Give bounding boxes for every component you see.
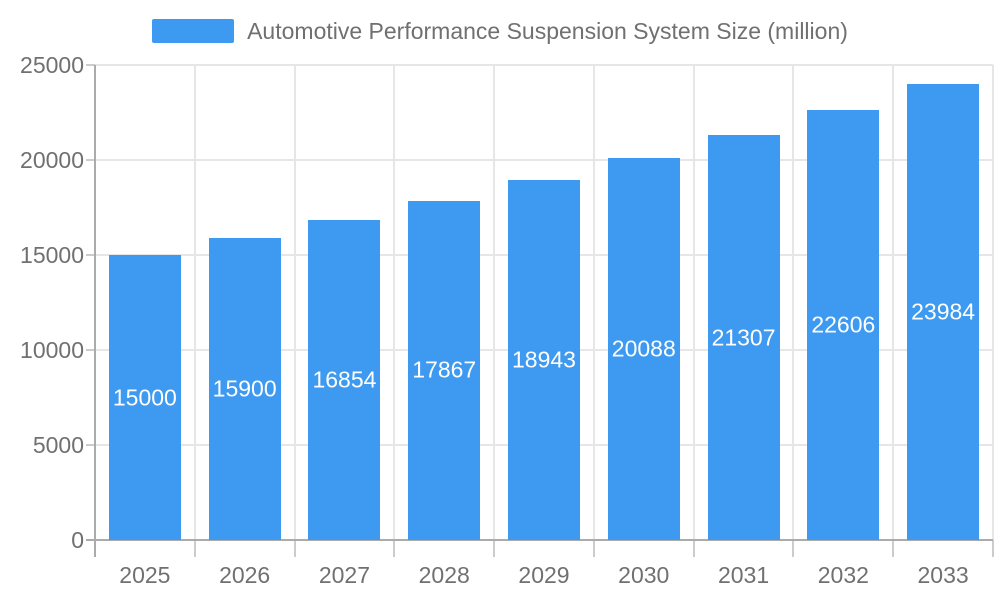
bar	[707, 135, 780, 540]
gridline-vertical	[293, 65, 296, 540]
x-tick-label: 2028	[418, 562, 470, 588]
bar	[108, 255, 181, 540]
x-tick-label: 2029	[518, 562, 570, 588]
x-axis-line	[86, 539, 993, 541]
x-axis-tick	[992, 540, 994, 557]
bar	[508, 180, 580, 540]
bar-value-label: 18943	[512, 346, 576, 373]
y-axis-line	[94, 65, 96, 557]
x-axis-tick	[493, 540, 496, 557]
x-tick-label: 2025	[119, 562, 171, 588]
x-tick-label: 2030	[618, 562, 670, 588]
y-tick-label: 25000	[20, 52, 84, 78]
bar-value-label: 23984	[911, 298, 976, 325]
y-tick-label: 5000	[32, 432, 84, 458]
x-tick-label: 2027	[318, 562, 371, 588]
bar-value-label: 22606	[811, 311, 876, 338]
legend-swatch	[152, 19, 235, 43]
y-tick-label: 0	[71, 527, 84, 553]
x-axis-tick	[193, 540, 196, 557]
bar-value-label: 15000	[112, 384, 177, 410]
gridline-vertical	[692, 65, 695, 540]
x-tick-label: 2032	[817, 562, 869, 588]
bar-value-label: 15900	[212, 375, 277, 402]
bar	[807, 110, 880, 540]
y-tick-label: 15000	[20, 242, 84, 268]
y-axis-tick	[86, 254, 95, 256]
bar-value-label: 20088	[611, 335, 676, 362]
bar	[408, 200, 481, 540]
gridline-vertical	[393, 65, 396, 540]
gridline-vertical	[792, 65, 795, 540]
x-axis-tick	[892, 540, 895, 557]
x-tick-label: 2033	[917, 562, 969, 588]
y-axis-tick	[86, 444, 95, 446]
gridline-horizontal	[95, 159, 993, 161]
y-tick-label: 10000	[20, 337, 84, 363]
legend-item[interactable]: Automotive Performance Suspension System…	[0, 17, 1000, 45]
gridline-vertical	[493, 65, 496, 540]
bar	[607, 158, 680, 540]
x-tick-label: 2026	[219, 562, 271, 588]
bar-value-label: 16854	[312, 366, 377, 393]
x-tick-label: 2031	[717, 562, 770, 588]
gridline-horizontal	[95, 64, 993, 66]
x-axis-tick	[393, 540, 396, 557]
bar-value-label: 21307	[711, 324, 776, 351]
x-axis-tick	[792, 540, 795, 557]
gridline-vertical	[193, 65, 196, 540]
gridline-vertical	[892, 65, 895, 540]
bar	[208, 237, 281, 540]
bar	[308, 219, 381, 540]
bar	[907, 84, 980, 540]
x-axis-tick	[293, 540, 296, 557]
x-axis-tick	[692, 540, 695, 557]
y-axis-tick	[86, 159, 95, 161]
y-axis-tick	[86, 349, 95, 351]
bar-value-label: 17867	[412, 356, 477, 383]
gridline-vertical	[592, 65, 595, 540]
y-tick-label: 20000	[20, 147, 84, 173]
y-axis-tick	[86, 64, 95, 66]
x-axis-tick	[592, 540, 595, 557]
gridline-vertical	[992, 65, 994, 540]
legend-label: Automotive Performance Suspension System…	[247, 17, 848, 44]
